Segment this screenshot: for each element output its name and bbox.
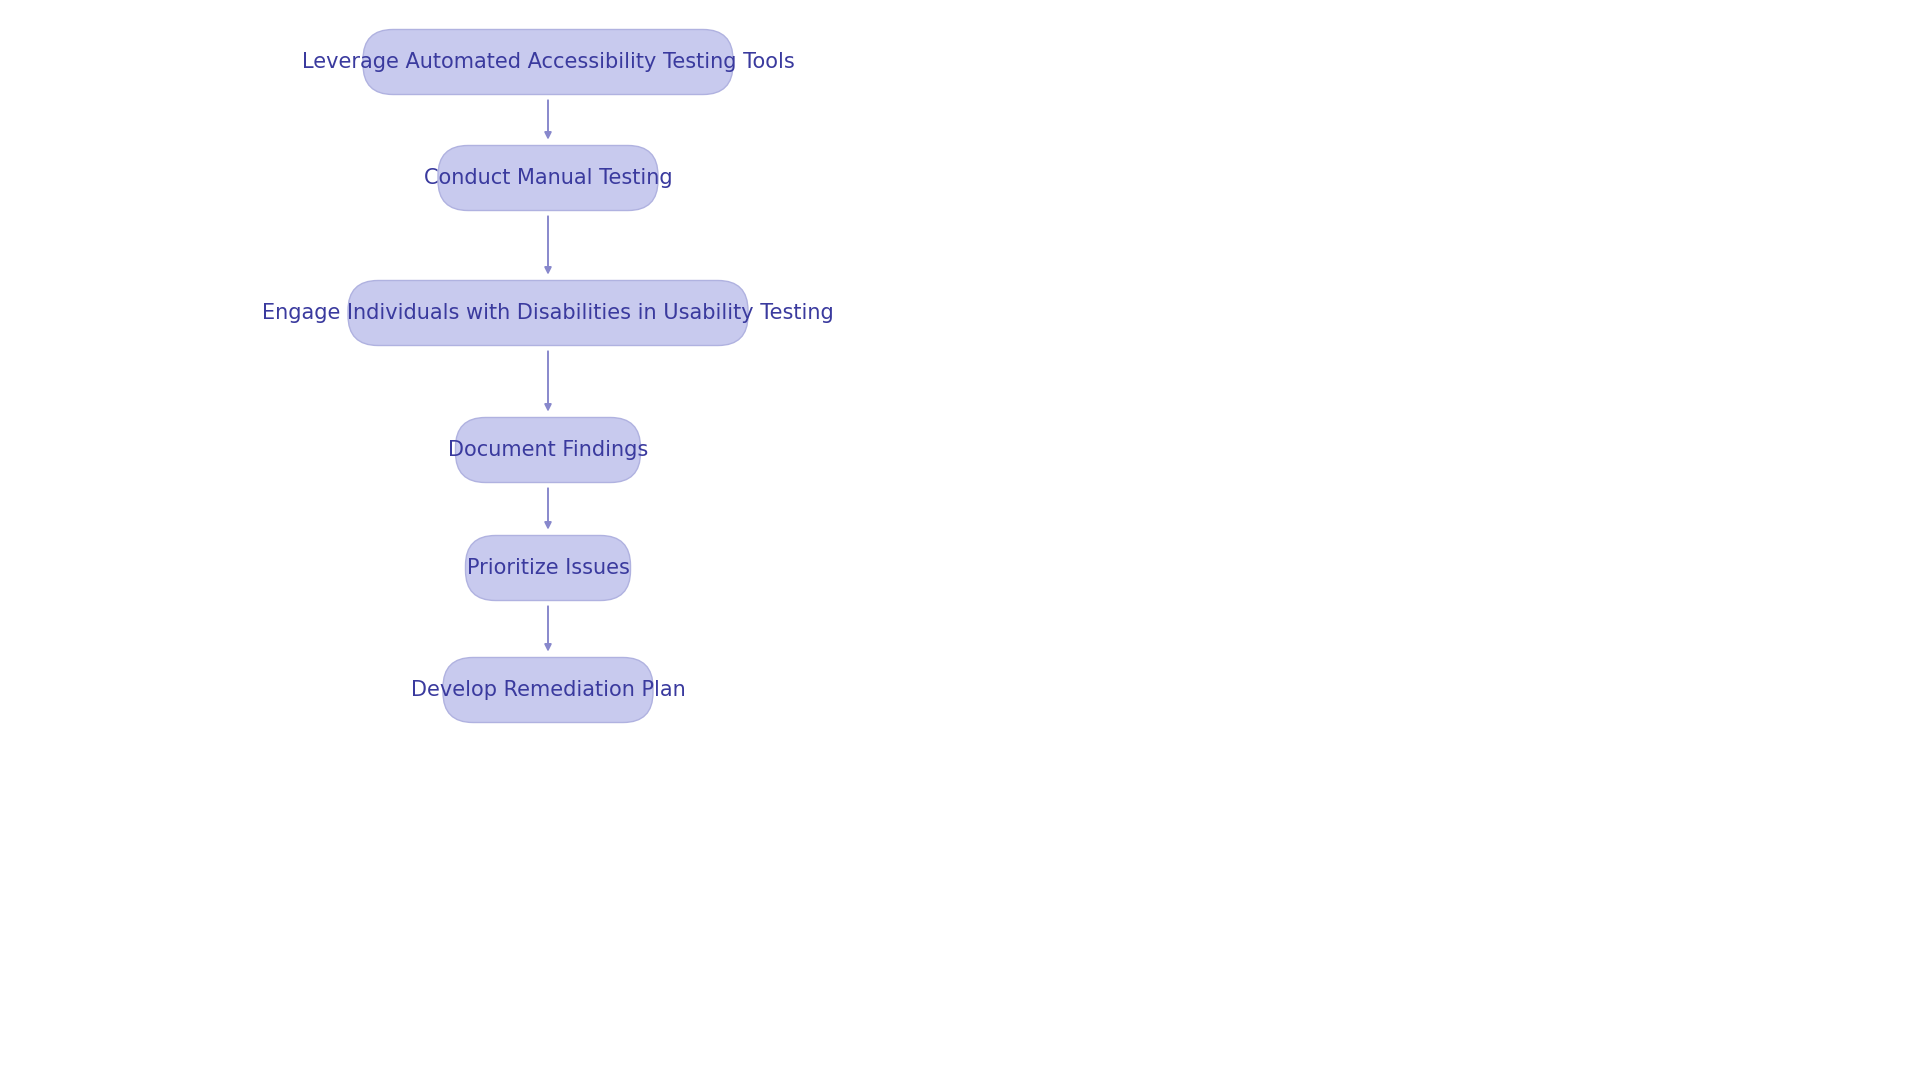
FancyBboxPatch shape — [348, 280, 749, 345]
FancyBboxPatch shape — [465, 535, 630, 600]
Text: Conduct Manual Testing: Conduct Manual Testing — [424, 168, 672, 188]
FancyBboxPatch shape — [455, 418, 641, 483]
Text: Engage Individuals with Disabilities in Usability Testing: Engage Individuals with Disabilities in … — [263, 303, 833, 323]
FancyBboxPatch shape — [438, 145, 659, 210]
Text: Develop Remediation Plan: Develop Remediation Plan — [411, 680, 685, 700]
Text: Leverage Automated Accessibility Testing Tools: Leverage Automated Accessibility Testing… — [301, 52, 795, 71]
Text: Prioritize Issues: Prioritize Issues — [467, 558, 630, 578]
FancyBboxPatch shape — [363, 29, 733, 94]
Text: Document Findings: Document Findings — [447, 440, 649, 460]
FancyBboxPatch shape — [444, 657, 653, 722]
